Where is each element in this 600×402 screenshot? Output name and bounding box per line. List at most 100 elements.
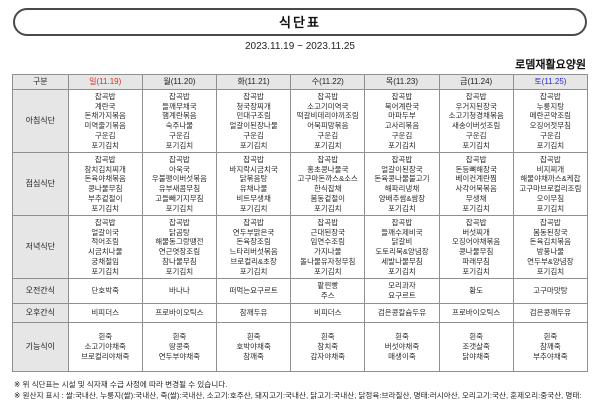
- row-label: 아침식단: [12, 89, 69, 153]
- page-title: 식단표: [279, 15, 321, 30]
- menu-item: 비피더스: [91, 308, 120, 318]
- row-label: 기능식이: [12, 322, 69, 372]
- table-row: 점심식단 잡곡밥 참치김치찌개 돈육야채볶음 콩나물무침 부추겉절이 포기김치 잡곡밥 아욱국 우…: [12, 152, 589, 216]
- menu-cell: 고구마맛탕: [512, 278, 589, 304]
- table-row: 저녁식단 잡곡밥 얼갈이국 적어조림 시금치나물 궁채절임 포기김치 잡곡밥 닭곰탕 해물동그랑땡…: [12, 215, 589, 279]
- menu-item: 포기김치: [91, 266, 120, 276]
- menu-item: 포기김치: [165, 266, 194, 276]
- menu-item: 얼갈이된장나물: [229, 121, 278, 130]
- table-row: 기능식이 흰죽 소고기야채죽 브로컬리야채죽 흰죽 땅콩죽 연두부야채죽 흰죽 호박야채죽 참깨죽…: [12, 322, 589, 372]
- menu-item: 시금치나물: [87, 247, 123, 256]
- menu-cell: 떠먹는요구르트: [215, 278, 292, 304]
- menu-item: 닭볶음탕: [239, 174, 268, 184]
- menu-item: 참깨죽: [243, 351, 264, 361]
- menu-item: 구운김: [243, 130, 264, 140]
- menu-item: 돈채가지볶음: [84, 111, 126, 121]
- menu-item: 부추야채죽: [533, 351, 568, 361]
- menu-item: 포기김치: [91, 140, 120, 150]
- menu-cell: 잡곡밥 봄동된장국 돈육김치볶음 방풍나물 연두부&양념장 포기김치: [512, 215, 589, 279]
- menu-item: 해물야채까스&케찹: [520, 174, 581, 184]
- menu-cell: 잡곡밥 얼갈이국 적어조림 시금치나물 궁채절임 포기김치: [67, 215, 143, 279]
- menu-cell: 잡곡밥 바지락시금치국 닭볶음탕 유채나물 비트무생채 포기김치: [215, 152, 292, 216]
- table-row: 오후간식 비피더스 프로바이오틱스 참깨두유 비피더스 검은콩칼슘두유 프로바이오틱스 검은콩…: [12, 303, 589, 323]
- menu-item: 소고기미역국: [307, 101, 349, 111]
- menu-item: 잡곡밥: [169, 91, 190, 101]
- menu-item: 잡곡밥: [540, 217, 561, 227]
- menu-item: 적어조림: [91, 237, 120, 247]
- menu-cell: 검은콩칼슘두유: [364, 303, 440, 323]
- menu-item: 들깨무채국: [162, 101, 197, 111]
- menu-cell: 잡곡밥 북어계란국 마파두부 고사리볶음 구운김 포기김치: [364, 89, 440, 153]
- menu-item: 구운김: [317, 130, 339, 140]
- menu-item: 연근엿장조림: [158, 247, 201, 256]
- menu-cell: 잡곡밥 아욱국 우불팽이버섯볶음 유부새콤무침 고들빼기지무침 포기김치: [141, 152, 218, 216]
- menu-item: 포기김치: [462, 203, 490, 213]
- menu-item: 참깨두유: [239, 308, 268, 318]
- menu-item: 아욱국: [169, 164, 190, 174]
- menu-item: 연두부야채죽: [158, 351, 201, 361]
- menu-item: 돈등뼈해장국: [455, 164, 497, 174]
- menu-item: 잡곡밥: [540, 91, 561, 101]
- menu-item: 유부새콤무침: [158, 184, 201, 193]
- menu-item: 땅콩죽: [169, 342, 190, 352]
- menu-item: 잡곡밥: [540, 154, 561, 164]
- menu-item: 버섯찌개: [462, 227, 490, 237]
- menu-item: 햄계란볶음: [162, 111, 197, 121]
- menu-item: 느타리버섯볶음: [229, 247, 278, 256]
- menu-item: 청국장찌개: [236, 101, 271, 111]
- menu-cell: 프로바이오틱스: [141, 303, 218, 323]
- menu-cell: 잡곡밥 들깨무채국 햄계란볶음 숙주나물 구운김 포기김치: [141, 89, 218, 153]
- menu-item: 흰죽: [246, 332, 261, 342]
- menu-item: 주스: [320, 291, 335, 300]
- meal-plan-page: 식단표 2023.11.19 ~ 2023.11.25 로뎀재활요양원 구분 일(…: [0, 8, 600, 402]
- menu-item: 바나나: [169, 286, 190, 296]
- row-label: 저녁식단: [12, 215, 69, 279]
- menu-item: 돈육김치볶음: [529, 237, 572, 247]
- menu-item: 떠먹는요구르트: [229, 286, 278, 296]
- menu-item: 구운김: [465, 130, 487, 140]
- menu-item: 잡곡밥: [243, 217, 264, 227]
- menu-cell: 잡곡밥 연두부맑은국 돈육장조림 느타리버섯볶음 브로컬리&초장 포기김치: [215, 215, 292, 279]
- menu-cell: 비피더스: [67, 303, 143, 323]
- menu-item: 닭곰탕: [169, 227, 190, 237]
- row-label: 오전간식: [12, 278, 69, 304]
- menu-item: 잡곡밥: [94, 91, 116, 101]
- menu-item: 잡곡밥: [465, 217, 487, 227]
- menu-item: 고구마맛탕: [533, 286, 568, 296]
- menu-item: 포기김치: [313, 266, 342, 276]
- menu-item: 요구르트: [388, 291, 416, 300]
- menu-item: 사각어묵볶음: [455, 184, 497, 193]
- menu-item: 포기김치: [239, 203, 268, 213]
- day-header-4: 목(11.23): [364, 74, 440, 90]
- menu-item: 잡곡밥: [465, 154, 487, 164]
- menu-cell: 잡곡밥 계란국 돈채가지볶음 미역줄기볶음 구운김 포기김치: [67, 89, 143, 153]
- menu-item: 숙주나물: [165, 121, 194, 130]
- menu-item: 봄동된장국: [533, 227, 568, 237]
- menu-item: 조갯살죽: [462, 342, 490, 352]
- menu-cell: 흰죽 참치죽 감자야채죽: [290, 322, 366, 372]
- menu-cell: 잡곡밥 닭곰탕 해물동그랑땡전 연근엿장조림 참나물무침 포기김치: [141, 215, 218, 279]
- menu-item: 고구마브로컬리조림: [519, 184, 582, 193]
- menu-item: 닭야채죽: [462, 351, 490, 361]
- date-range: 2023.11.19 ~ 2023.11.25: [244, 41, 355, 52]
- note-line: ※ 위 식단표는 시설 및 식자재 수급 사정에 따라 변경될 수 있습니다.: [14, 380, 228, 389]
- menu-item: 도토리묵&양념장: [375, 247, 429, 256]
- menu-item: 브로컬리야채죽: [81, 351, 130, 361]
- menu-cell: 잡곡밥 홍초콩나물국 고구마돈까스&소스 한식잡채 봄동겉절이 포기김치: [290, 152, 366, 216]
- menu-item: 무생채: [465, 193, 487, 203]
- menu-item: 브로컬리&초장: [230, 256, 277, 266]
- menu-item: 포기김치: [536, 266, 565, 276]
- menu-item: 오징어젓무침: [529, 121, 572, 130]
- menu-item: 흰죽: [172, 332, 187, 342]
- menu-item: 우거지된장국: [455, 101, 497, 111]
- menu-cell: 황도: [438, 278, 514, 304]
- menu-item: 참깨죽: [540, 342, 561, 352]
- menu-cell: 잡곡밥 청국장찌개 민대구조림 얼갈이된장나물 구운김 포기김치: [215, 89, 292, 153]
- menu-item: 미역줄기볶음: [84, 121, 126, 130]
- menu-item: 흰죽: [98, 332, 113, 342]
- menu-item: 잡곡밥: [391, 154, 413, 164]
- menu-item: 유채나물: [239, 184, 268, 193]
- menu-item: 매생이죽: [388, 351, 416, 361]
- menu-item: 양배추쌈&쌈장: [378, 193, 426, 203]
- menu-cell: 프로바이오틱스: [438, 303, 514, 323]
